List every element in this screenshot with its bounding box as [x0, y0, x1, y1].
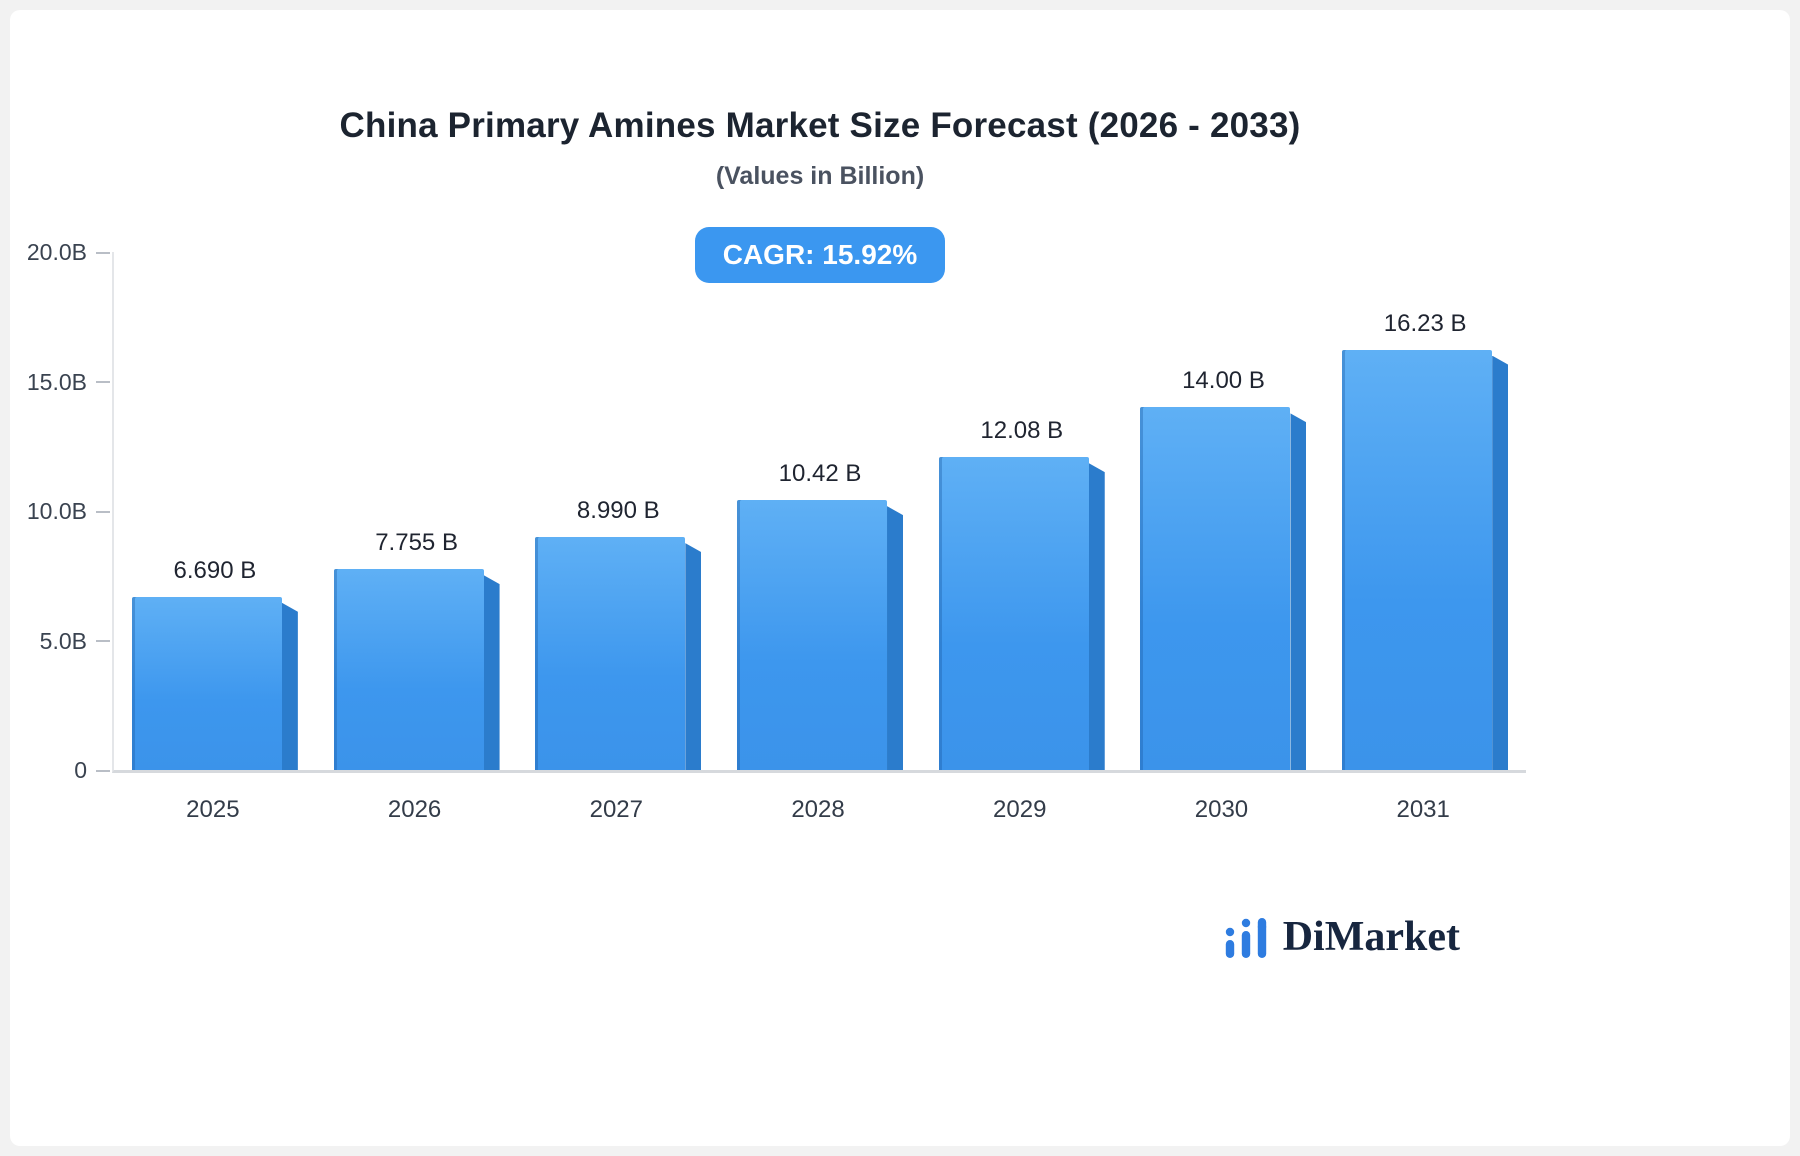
- y-axis-tick-label: 15.0B: [26, 368, 87, 395]
- chart-card: China Primary Amines Market Size Forecas…: [10, 10, 1790, 1146]
- y-axis-tick-label: 5.0B: [39, 627, 87, 654]
- cagr-badge: CAGR: 15.92%: [694, 227, 946, 283]
- x-axis-label: 2025: [186, 796, 240, 823]
- bar-value-label: 14.00 B: [1182, 367, 1265, 395]
- bar-front-face: [938, 457, 1089, 770]
- bar-front-face: [333, 569, 484, 770]
- bar-side-face: [685, 543, 702, 770]
- y-axis-tick-label: 0: [74, 757, 87, 783]
- chart-subtitle: (Values in Billion): [715, 162, 925, 190]
- bar: 7.755 B: [333, 529, 500, 770]
- plot-area: 6.690 B 7.755 B 8.990 B 10.42 B 12.08 B 14.00…: [112, 252, 1526, 773]
- x-axis-label: 2026: [387, 796, 442, 823]
- bar-side-face: [887, 506, 904, 770]
- bar-side-face: [281, 602, 298, 770]
- bar-value-label: 10.42 B: [778, 460, 862, 488]
- bar: 8.990 B: [535, 497, 702, 770]
- y-axis-tick: 5.0B: [40, 628, 110, 655]
- y-axis-tick: 15.0B: [27, 369, 110, 396]
- y-axis-tick: 0: [74, 757, 110, 784]
- x-axis-label: 2030: [1194, 796, 1249, 823]
- bar-side-face: [483, 575, 500, 770]
- bar: 10.42 B: [737, 460, 904, 770]
- bar-front-face: [1140, 407, 1291, 770]
- bar-side-face: [1088, 463, 1105, 770]
- bar: 14.00 B: [1140, 367, 1307, 770]
- bar-value-label: 7.755 B: [375, 529, 458, 557]
- chart-title: China Primary Amines Market Size Forecas…: [339, 106, 1301, 145]
- bar-front-face: [131, 596, 282, 770]
- y-axis-tick-mark: [96, 769, 110, 772]
- bars-row: 6.690 B 7.755 B 8.990 B 10.42 B 12.08 B 14.00…: [114, 252, 1526, 770]
- y-axis-tick-mark: [96, 381, 110, 383]
- bar-value-label: 8.990 B: [576, 497, 660, 525]
- bar-value-label: 6.690 B: [173, 556, 257, 584]
- x-axis-label: 2029: [993, 796, 1047, 823]
- y-axis: 0 5.0B 10.0B 15.0B 20.0B: [10, 239, 110, 783]
- bar-front-face: [737, 500, 888, 770]
- chart-header: China Primary Amines Market Size Forecas…: [105, 10, 1535, 283]
- x-axis-row: 2025 2026 2027 2028 2029 2030 2031: [112, 782, 1524, 824]
- x-axis-label: 2028: [791, 796, 845, 823]
- y-axis-tick-label: 20.0B: [26, 239, 87, 265]
- bar-chart-icon: [1225, 918, 1266, 958]
- y-axis-tick-mark: [96, 640, 110, 642]
- y-axis-tick-mark: [96, 510, 110, 513]
- x-axis-label: 2027: [589, 796, 643, 823]
- bar-front-face: [535, 537, 686, 770]
- y-axis-tick-label: 10.0B: [26, 498, 87, 524]
- bar: 16.23 B: [1342, 310, 1509, 770]
- y-axis-tick: 20.0B: [27, 239, 110, 266]
- x-axis-label: 2031: [1396, 796, 1450, 823]
- bar-value-label: 12.08 B: [980, 417, 1064, 445]
- brand-name: DiMarket: [1282, 914, 1460, 960]
- y-axis-tick-mark: [96, 251, 110, 254]
- brand-logo: DiMarket: [1223, 914, 1460, 958]
- bar: 12.08 B: [938, 417, 1105, 770]
- bar: 6.690 B: [131, 557, 298, 770]
- bar-front-face: [1342, 349, 1493, 770]
- bar-value-label: 16.23 B: [1383, 309, 1467, 337]
- bar-side-face: [1290, 413, 1307, 770]
- y-axis-tick: 10.0B: [27, 498, 110, 525]
- bar-side-face: [1492, 355, 1509, 770]
